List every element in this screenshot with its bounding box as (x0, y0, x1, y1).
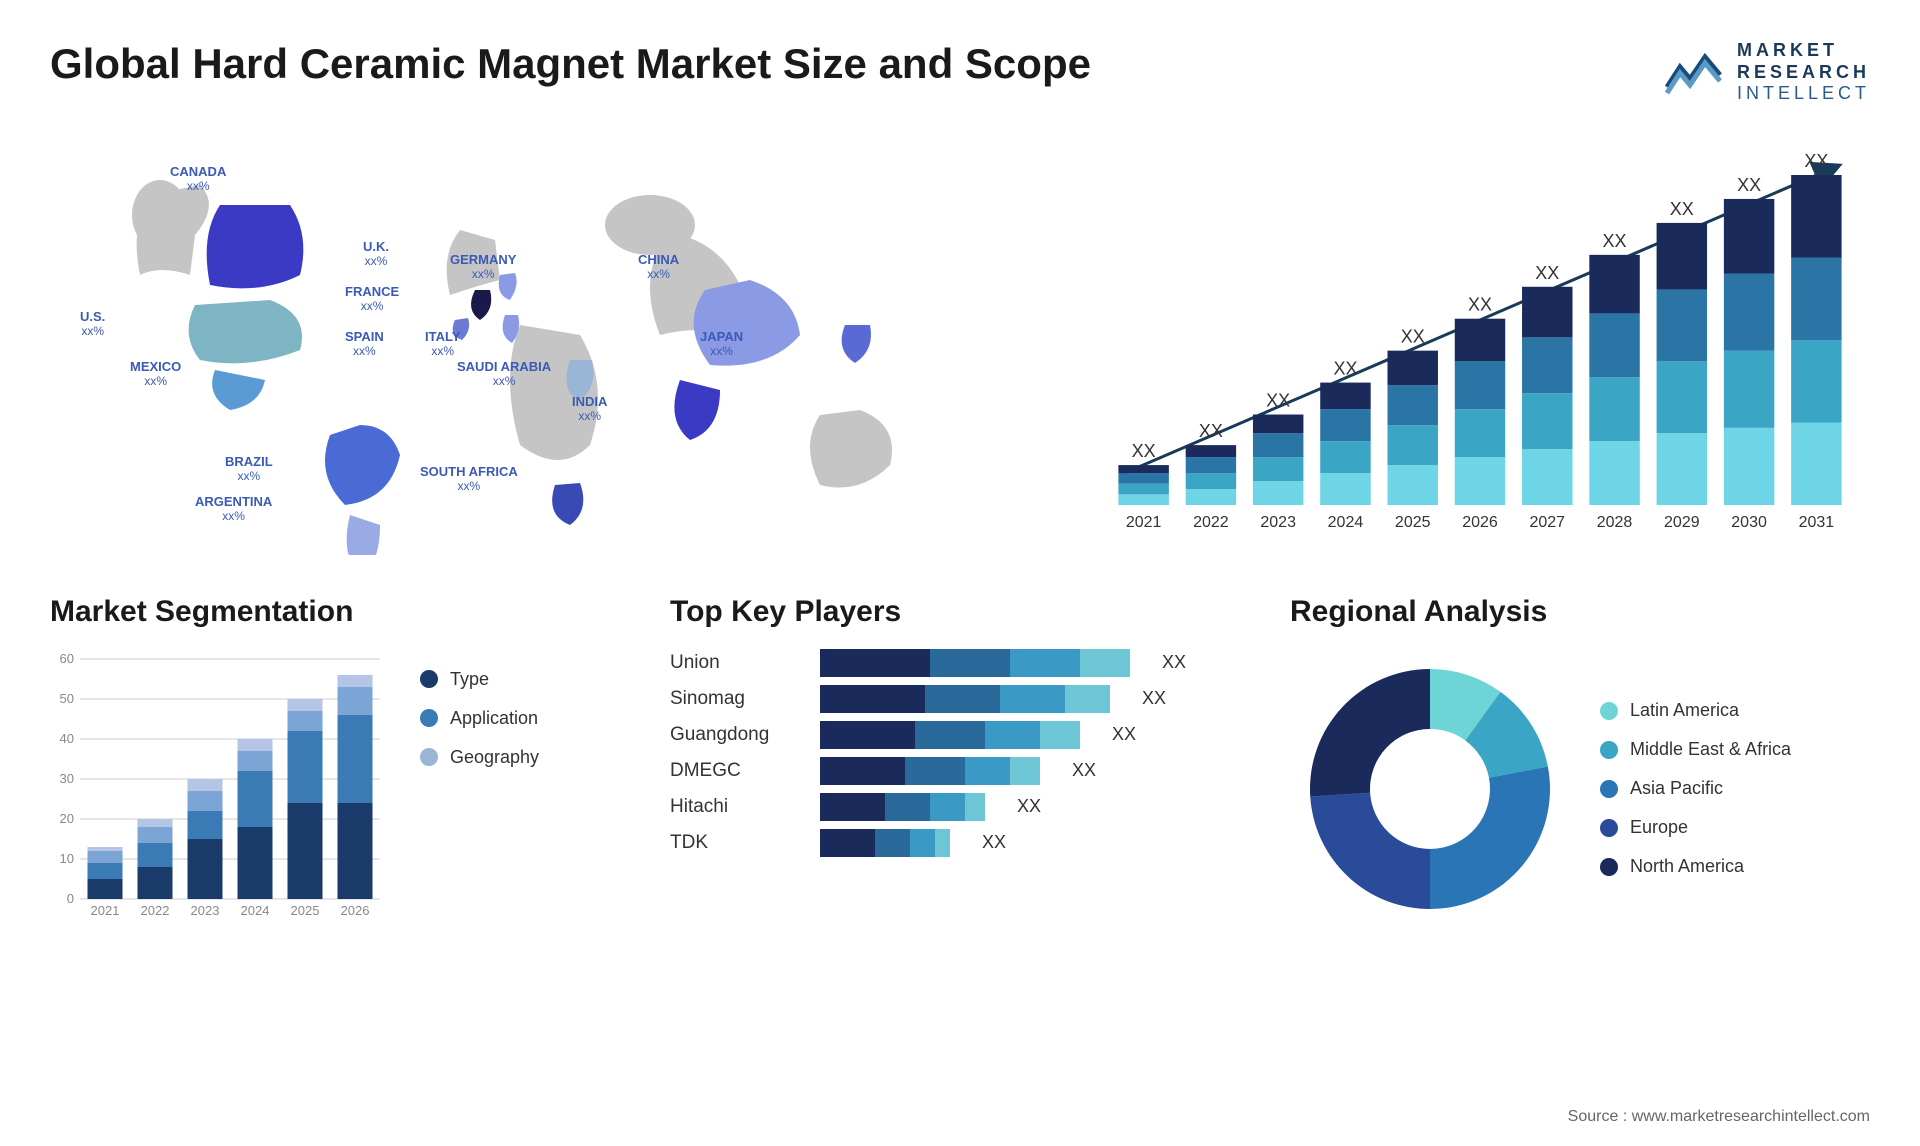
key-player-row: GuangdongXX (670, 721, 1250, 749)
map-label: CANADAxx% (170, 165, 226, 194)
regional-panel: Regional Analysis Latin America Middle Ea… (1290, 595, 1870, 929)
svg-text:2026: 2026 (341, 903, 370, 918)
world-map (50, 135, 1050, 555)
svg-text:60: 60 (60, 651, 74, 666)
logo-text-1: MARKET (1737, 40, 1870, 62)
key-player-row: SinomagXX (670, 685, 1250, 713)
world-map-panel: CANADAxx% U.S.xx% MEXICOxx% BRAZILxx% ARGENT… (50, 135, 1050, 555)
svg-text:2022: 2022 (1193, 514, 1229, 531)
svg-text:2028: 2028 (1597, 514, 1633, 531)
map-label: ITALYxx% (425, 330, 460, 359)
segmentation-panel: Market Segmentation 0 10 20 30 40 50 60 2021 202… (50, 595, 630, 929)
map-label: ARGENTINAxx% (195, 495, 272, 524)
key-players-title: Top Key Players (670, 595, 1250, 629)
key-player-row: HitachiXX (670, 793, 1250, 821)
map-label: SPAINxx% (345, 330, 384, 359)
source-text: Source : www.marketresearchintellect.com (1568, 1108, 1870, 1126)
svg-text:50: 50 (60, 691, 74, 706)
page-title: Global Hard Ceramic Magnet Market Size a… (50, 40, 1091, 88)
legend-item: Europe (1600, 817, 1791, 838)
key-player-row: DMEGCXX (670, 757, 1250, 785)
svg-text:XX: XX (1468, 294, 1492, 314)
map-label: MEXICOxx% (130, 360, 181, 389)
legend-item: Latin America (1600, 700, 1791, 721)
svg-text:2025: 2025 (1395, 514, 1431, 531)
legend-item: Middle East & Africa (1600, 739, 1791, 760)
svg-text:2023: 2023 (191, 903, 220, 918)
map-label: CHINAxx% (638, 253, 679, 282)
logo-icon (1665, 47, 1725, 97)
svg-text:XX: XX (1603, 231, 1627, 251)
svg-text:10: 10 (60, 851, 74, 866)
map-label: INDIAxx% (572, 395, 607, 424)
legend-item: Type (420, 669, 539, 690)
regional-legend: Latin America Middle East & Africa Asia Pa… (1600, 700, 1791, 877)
growth-chart: 2021 XX 2022 XX 2023 XX 2024 XX 2025 XX 2026 XX 2027… (1090, 135, 1870, 555)
svg-text:XX: XX (1333, 358, 1357, 378)
svg-text:2025: 2025 (291, 903, 320, 918)
svg-text:XX: XX (1266, 390, 1290, 410)
legend-item: North America (1600, 856, 1791, 877)
map-label: SAUDI ARABIAxx% (457, 360, 551, 389)
svg-text:2023: 2023 (1260, 514, 1296, 531)
map-label: U.K.xx% (363, 240, 389, 269)
map-label: FRANCExx% (345, 285, 399, 314)
logo: MARKET RESEARCH INTELLECT (1665, 40, 1870, 105)
svg-text:XX: XX (1401, 326, 1425, 346)
key-player-row: TDKXX (670, 829, 1250, 857)
logo-text-2: RESEARCH (1737, 62, 1870, 84)
svg-text:2024: 2024 (1328, 514, 1364, 531)
legend-item: Geography (420, 747, 539, 768)
key-players-chart: UnionXX SinomagXX GuangdongXX DMEGCXX Hitach… (670, 649, 1250, 857)
regional-donut (1290, 649, 1570, 929)
svg-text:XX: XX (1804, 151, 1828, 171)
svg-text:XX: XX (1670, 199, 1694, 219)
key-player-row: UnionXX (670, 649, 1250, 677)
svg-text:2024: 2024 (241, 903, 270, 918)
svg-text:2026: 2026 (1462, 514, 1498, 531)
svg-text:20: 20 (60, 811, 74, 826)
svg-text:2021: 2021 (1126, 514, 1162, 531)
svg-text:40: 40 (60, 731, 74, 746)
svg-text:2030: 2030 (1731, 514, 1767, 531)
map-label: GERMANYxx% (450, 253, 516, 282)
segmentation-title: Market Segmentation (50, 595, 630, 629)
svg-text:0: 0 (67, 891, 74, 906)
regional-title: Regional Analysis (1290, 595, 1870, 629)
svg-text:2031: 2031 (1799, 514, 1835, 531)
legend-item: Application (420, 708, 539, 729)
svg-text:2021: 2021 (91, 903, 120, 918)
svg-text:XX: XX (1199, 421, 1223, 441)
svg-text:XX: XX (1535, 263, 1559, 283)
map-label: JAPANxx% (700, 330, 743, 359)
legend-item: Asia Pacific (1600, 778, 1791, 799)
svg-text:2029: 2029 (1664, 514, 1700, 531)
svg-text:XX: XX (1132, 441, 1156, 461)
svg-text:XX: XX (1737, 175, 1761, 195)
svg-text:2022: 2022 (141, 903, 170, 918)
key-players-panel: Top Key Players UnionXX SinomagXX Guangdon… (670, 595, 1250, 929)
segmentation-legend: Type Application Geography (420, 669, 539, 929)
segmentation-chart: 0 10 20 30 40 50 60 2021 2022 2023 2024 2025 2026 (50, 649, 390, 929)
map-label: BRAZILxx% (225, 455, 273, 484)
svg-text:30: 30 (60, 771, 74, 786)
map-label: U.S.xx% (80, 310, 105, 339)
logo-text-3: INTELLECT (1737, 83, 1870, 105)
map-label: SOUTH AFRICAxx% (420, 465, 518, 494)
svg-text:2027: 2027 (1529, 514, 1565, 531)
